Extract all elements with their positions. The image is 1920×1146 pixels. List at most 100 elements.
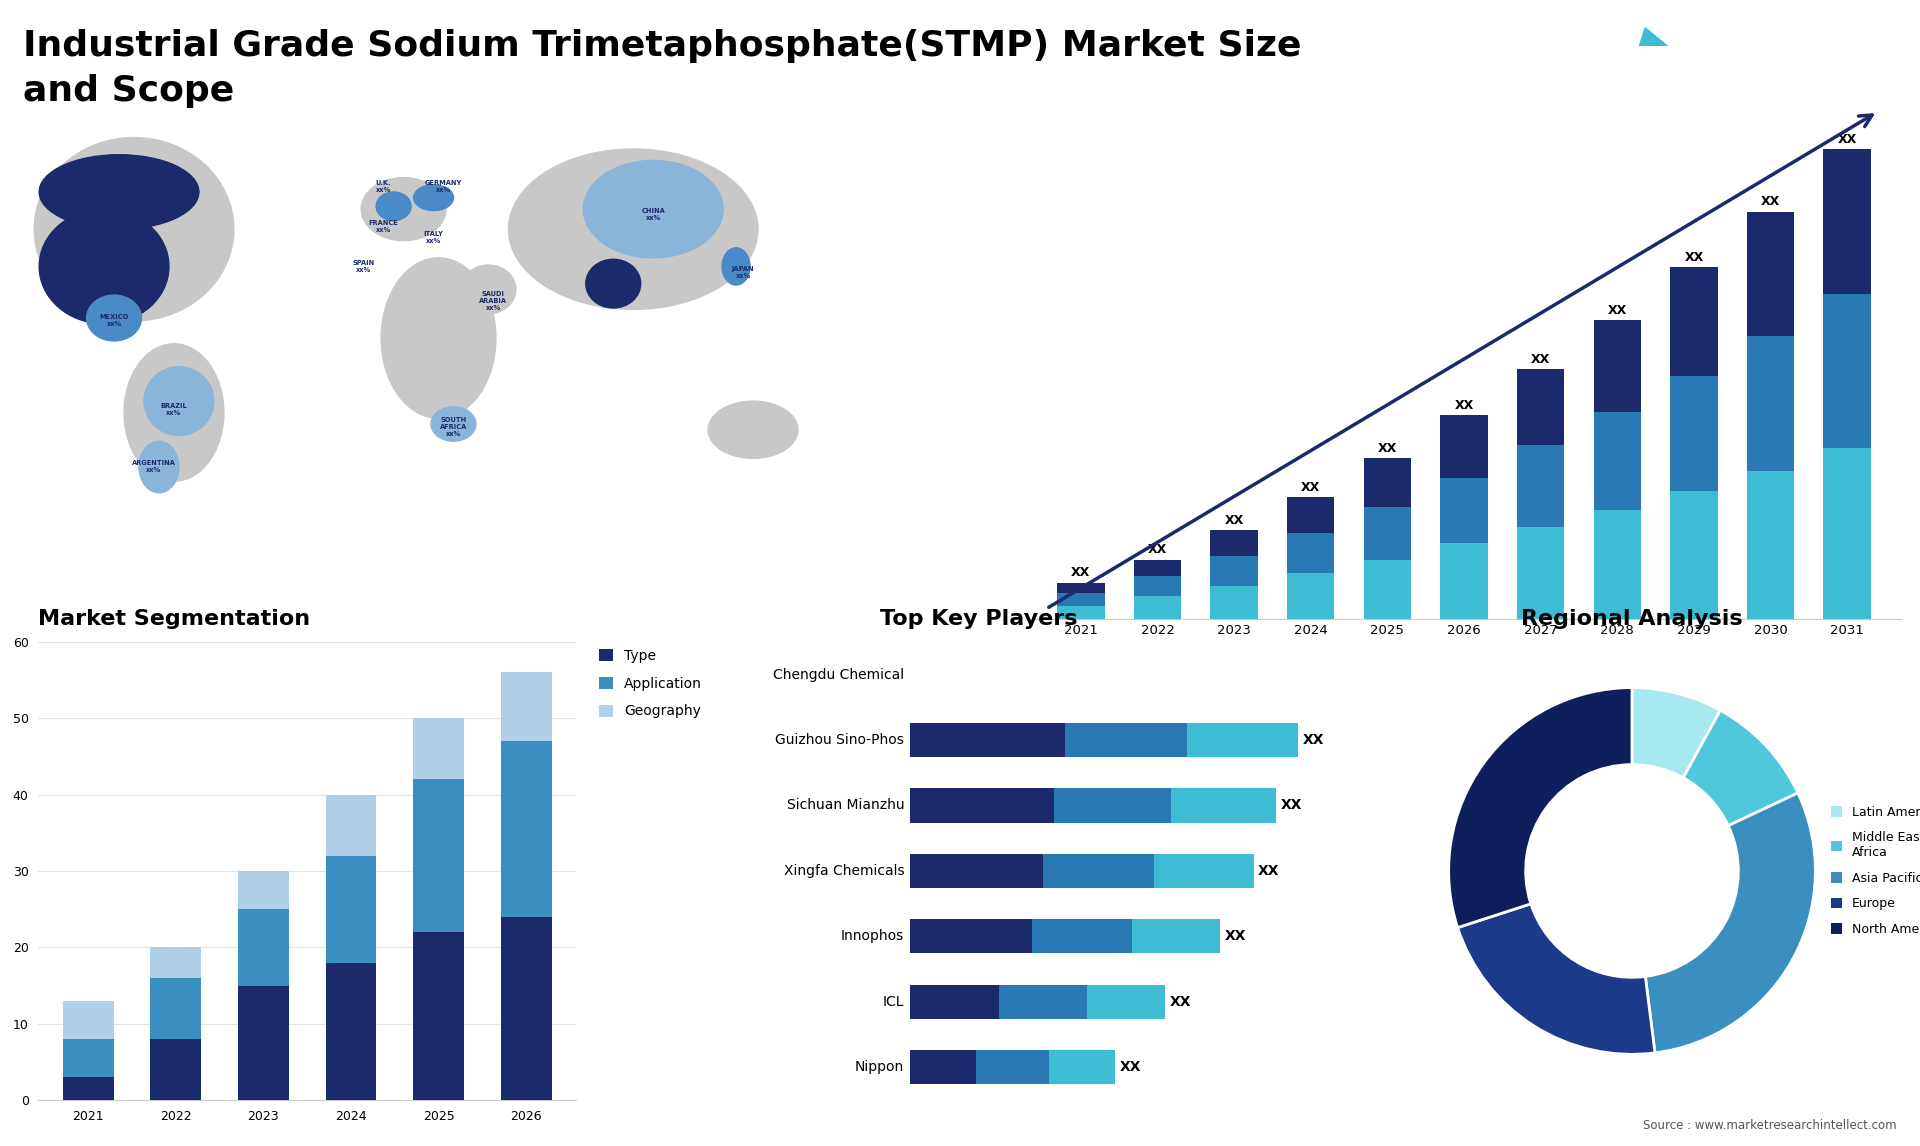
Bar — [326, 963, 376, 1100]
Bar — [413, 719, 465, 779]
Text: XX: XX — [1148, 543, 1167, 557]
Bar — [1440, 415, 1488, 478]
Text: Source : www.marketresearchintellect.com: Source : www.marketresearchintellect.com — [1644, 1120, 1897, 1132]
Legend: Latin America, Middle East &
Africa, Asia Pacific, Europe, North America: Latin America, Middle East & Africa, Asi… — [1832, 806, 1920, 936]
Bar — [63, 1039, 113, 1077]
Text: U.S.
xx%: U.S. xx% — [77, 260, 92, 273]
Ellipse shape — [461, 265, 516, 314]
Text: SAUDI
ARABIA
xx%: SAUDI ARABIA xx% — [480, 291, 507, 311]
Bar — [1187, 723, 1298, 758]
Bar — [1133, 576, 1181, 596]
Text: XX: XX — [1684, 251, 1703, 264]
Bar — [977, 1051, 1048, 1084]
Text: U.K.
xx%: U.K. xx% — [376, 180, 392, 193]
Text: XX: XX — [1761, 195, 1780, 209]
Ellipse shape — [430, 407, 476, 441]
Ellipse shape — [380, 258, 495, 418]
Bar — [1747, 337, 1795, 471]
Polygon shape — [1686, 28, 1724, 83]
Bar — [150, 978, 202, 1039]
Text: FRANCE
xx%: FRANCE xx% — [369, 220, 399, 233]
Bar — [238, 986, 288, 1100]
Text: GERMANY
xx%: GERMANY xx% — [424, 180, 463, 193]
Bar — [1747, 212, 1795, 337]
Ellipse shape — [38, 155, 200, 229]
Bar — [1133, 596, 1181, 619]
Bar — [150, 948, 202, 978]
Bar — [1363, 508, 1411, 559]
Bar — [910, 984, 998, 1019]
Bar — [910, 1051, 977, 1084]
Wedge shape — [1450, 688, 1632, 927]
Wedge shape — [1684, 711, 1797, 825]
Bar — [1171, 788, 1277, 823]
Ellipse shape — [144, 367, 213, 435]
Bar — [1210, 586, 1258, 619]
Text: Innophos: Innophos — [841, 929, 904, 943]
Text: XX: XX — [1453, 399, 1475, 411]
Bar — [413, 779, 465, 932]
Ellipse shape — [376, 193, 411, 221]
Bar — [1824, 448, 1870, 619]
Bar — [1087, 984, 1165, 1019]
Text: JAPAN
xx%: JAPAN xx% — [732, 266, 755, 278]
Bar — [501, 917, 551, 1100]
Bar — [1210, 531, 1258, 557]
Bar — [238, 909, 288, 986]
Text: Nippon: Nippon — [854, 1060, 904, 1075]
Ellipse shape — [38, 210, 169, 324]
Ellipse shape — [125, 344, 225, 481]
Text: Guizhou Sino-Phos: Guizhou Sino-Phos — [776, 733, 904, 747]
Text: XX: XX — [1607, 304, 1626, 316]
Text: ARGENTINA
xx%: ARGENTINA xx% — [132, 461, 177, 473]
Bar — [1747, 471, 1795, 619]
Ellipse shape — [722, 248, 751, 285]
Bar — [1594, 411, 1642, 510]
Ellipse shape — [586, 259, 641, 308]
Bar — [1440, 543, 1488, 619]
Text: and Scope: and Scope — [23, 74, 234, 109]
Text: Sichuan Mianzhu: Sichuan Mianzhu — [787, 799, 904, 813]
Text: XX: XX — [1379, 441, 1398, 455]
Bar — [1133, 559, 1181, 576]
Text: CHINA
xx%: CHINA xx% — [641, 209, 664, 221]
Bar — [1058, 582, 1104, 592]
Bar — [910, 723, 1066, 758]
Text: INDIA
xx%: INDIA xx% — [603, 283, 624, 296]
Text: Market Segmentation: Market Segmentation — [38, 609, 311, 629]
Text: XX: XX — [1225, 929, 1246, 943]
Text: XX: XX — [1281, 799, 1302, 813]
Title: Regional Analysis: Regional Analysis — [1521, 609, 1743, 629]
Text: XX: XX — [1169, 995, 1190, 1008]
Text: SPAIN
xx%: SPAIN xx% — [353, 260, 374, 273]
Ellipse shape — [708, 401, 799, 458]
Polygon shape — [1628, 28, 1686, 83]
Bar — [1043, 854, 1154, 888]
Text: XX: XX — [1258, 864, 1281, 878]
Wedge shape — [1457, 904, 1655, 1054]
Bar — [1058, 606, 1104, 619]
Text: XX: XX — [1071, 566, 1091, 580]
Ellipse shape — [509, 149, 758, 309]
Bar — [1670, 267, 1718, 376]
Text: SOUTH
AFRICA
xx%: SOUTH AFRICA xx% — [440, 417, 467, 437]
Bar — [501, 673, 551, 741]
Bar — [413, 932, 465, 1100]
Bar — [1517, 445, 1565, 527]
Bar — [1440, 478, 1488, 543]
Text: Industrial Grade Sodium Trimetaphosphate(STMP) Market Size: Industrial Grade Sodium Trimetaphosphate… — [23, 29, 1302, 63]
Text: MEXICO
xx%: MEXICO xx% — [100, 314, 129, 328]
Bar — [63, 1000, 113, 1039]
Text: ICL: ICL — [883, 995, 904, 1008]
Bar — [998, 984, 1087, 1019]
Text: XX: XX — [1225, 513, 1244, 527]
Ellipse shape — [361, 178, 445, 241]
Bar — [1363, 458, 1411, 508]
Ellipse shape — [584, 160, 724, 258]
Bar — [501, 741, 551, 917]
Ellipse shape — [35, 138, 234, 321]
Bar — [1517, 369, 1565, 445]
Text: Xingfa Chemicals: Xingfa Chemicals — [783, 864, 904, 878]
Bar — [1048, 1051, 1116, 1084]
Legend: Type, Application, Geography: Type, Application, Geography — [599, 649, 703, 719]
